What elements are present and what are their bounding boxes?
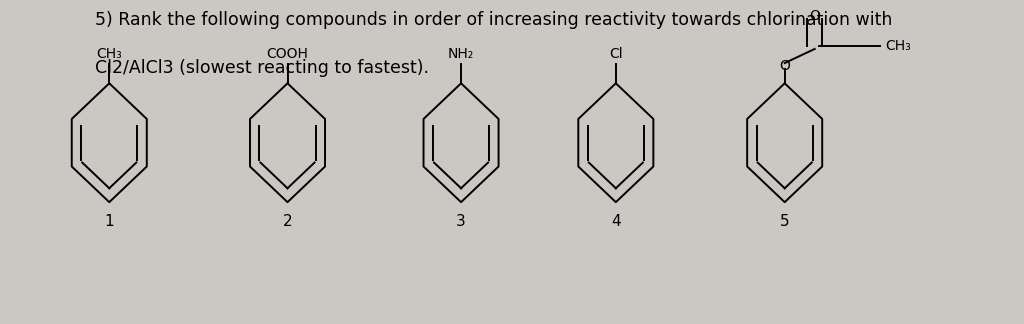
Text: Cl2/AlCl3 (slowest reacting to fastest).: Cl2/AlCl3 (slowest reacting to fastest). [95, 59, 429, 77]
Text: 5) Rank the following compounds in order of increasing reactivity towards chlori: 5) Rank the following compounds in order… [95, 11, 893, 29]
Text: CH₃: CH₃ [885, 39, 910, 53]
Text: 4: 4 [611, 214, 621, 229]
Text: 5: 5 [780, 214, 790, 229]
Text: 3: 3 [456, 214, 466, 229]
Text: NH₂: NH₂ [447, 47, 474, 61]
Text: O: O [779, 59, 791, 73]
Text: 1: 1 [104, 214, 114, 229]
Text: CH₃: CH₃ [96, 47, 122, 61]
Text: 2: 2 [283, 214, 292, 229]
Text: COOH: COOH [266, 47, 308, 61]
Text: Cl: Cl [609, 47, 623, 61]
Text: O: O [809, 9, 820, 23]
